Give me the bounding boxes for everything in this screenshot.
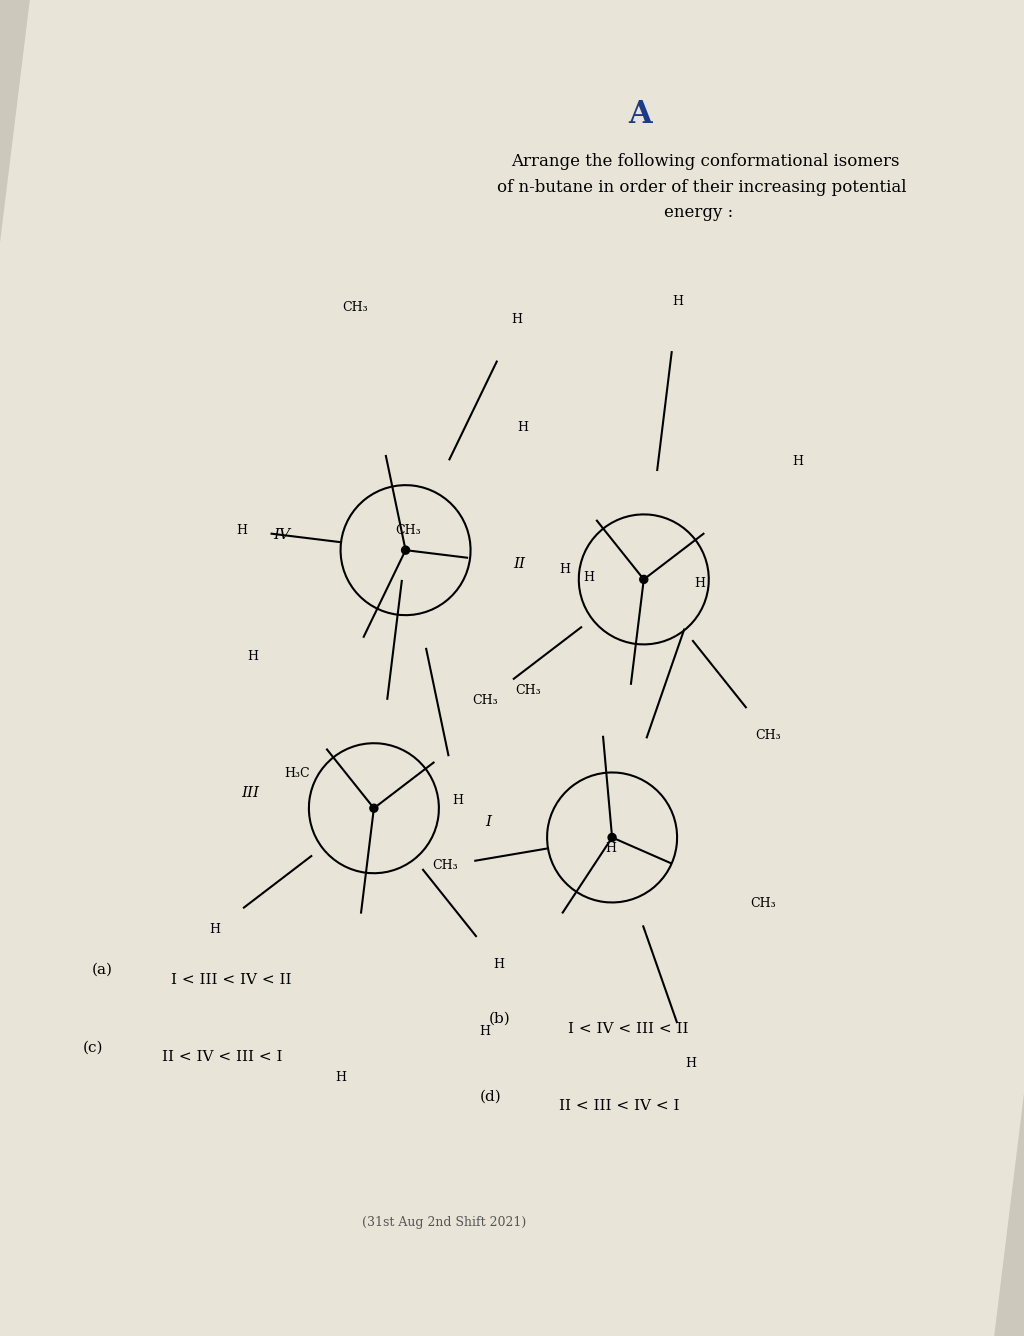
Text: H: H: [453, 795, 464, 807]
Text: (31st Aug 2nd Shift 2021): (31st Aug 2nd Shift 2021): [361, 1216, 526, 1229]
Circle shape: [370, 804, 378, 812]
Text: II: II: [514, 557, 525, 572]
Circle shape: [401, 546, 410, 554]
Text: CH₃: CH₃: [395, 524, 421, 537]
Text: H: H: [248, 651, 258, 663]
Text: (d): (d): [479, 1089, 502, 1104]
Text: of n-butane in order of their increasing potential: of n-butane in order of their increasing…: [498, 179, 907, 195]
Text: CH₃: CH₃: [515, 684, 541, 697]
Text: CH₃: CH₃: [750, 896, 775, 910]
Text: H: H: [517, 421, 528, 434]
Text: CH₃: CH₃: [756, 729, 781, 743]
Text: CH₃: CH₃: [432, 859, 458, 872]
Text: I < III < IV < II: I < III < IV < II: [171, 973, 292, 987]
Text: H: H: [686, 1057, 696, 1070]
Text: H: H: [494, 958, 504, 971]
Text: I < IV < III < II: I < IV < III < II: [568, 1022, 689, 1035]
Text: H: H: [694, 577, 706, 589]
Text: (c): (c): [83, 1041, 103, 1054]
Text: (a): (a): [92, 963, 113, 977]
Text: A: A: [629, 99, 652, 130]
Text: H: H: [237, 524, 248, 537]
Text: CH₃: CH₃: [472, 695, 498, 707]
Text: H: H: [793, 456, 804, 468]
Text: H: H: [673, 295, 683, 309]
Text: H: H: [335, 1071, 346, 1083]
Text: H₃C: H₃C: [285, 767, 310, 780]
Text: II < IV < III < I: II < IV < III < I: [162, 1050, 283, 1065]
Text: IV: IV: [273, 528, 290, 542]
Text: H: H: [605, 842, 616, 855]
Text: III: III: [241, 786, 259, 800]
Text: II < III < IV < I: II < III < IV < I: [559, 1100, 680, 1113]
Text: H: H: [479, 1025, 490, 1038]
Text: Arrange the following conformational isomers: Arrange the following conformational iso…: [511, 152, 899, 170]
Text: H: H: [512, 313, 522, 326]
Text: energy :: energy :: [665, 204, 733, 222]
Text: H: H: [559, 564, 570, 576]
Text: H: H: [210, 923, 220, 937]
Text: I: I: [485, 815, 492, 830]
Text: CH₃: CH₃: [342, 301, 368, 314]
Circle shape: [640, 576, 648, 584]
Text: H: H: [584, 572, 594, 584]
Text: (b): (b): [489, 1011, 511, 1026]
Circle shape: [608, 834, 616, 842]
